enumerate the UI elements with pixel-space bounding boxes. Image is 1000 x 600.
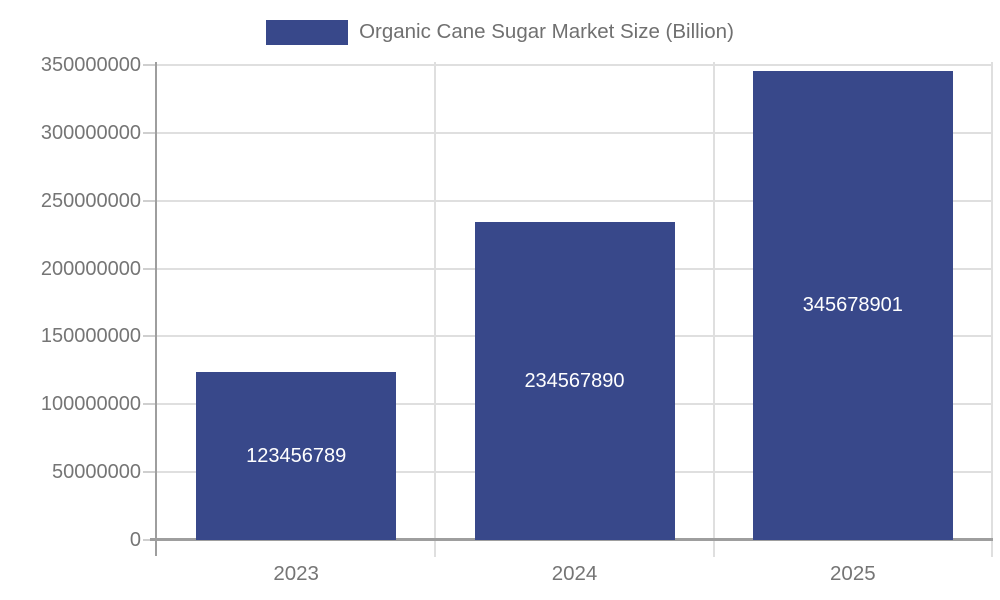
y-axis-line [155, 62, 157, 556]
y-tick-label: 350000000 [40, 54, 141, 76]
y-tick-label: 250000000 [40, 189, 141, 212]
x-gridline [712, 62, 715, 557]
bar-value-label: 123456789 [246, 445, 347, 468]
y-tick-label: 300000000 [40, 121, 141, 144]
chart-legend: Organic Cane Sugar Market Size (Billion) [0, 19, 1000, 45]
y-tick-label: 200000000 [40, 257, 141, 280]
x-tick-label: 2024 [551, 562, 598, 585]
x-gridline [434, 62, 437, 557]
bar: 234567890 [474, 221, 675, 540]
legend-swatch [266, 19, 349, 45]
bar-value-label: 345678901 [802, 294, 903, 317]
y-tick [143, 471, 157, 474]
y-tick [143, 335, 157, 338]
y-tick-label: 50000000 [52, 461, 141, 484]
y-gridline [157, 199, 992, 202]
y-tick [143, 64, 157, 66]
y-tick [143, 267, 157, 270]
y-gridline [157, 131, 992, 134]
x-gridline [991, 62, 993, 557]
y-tick [143, 199, 157, 202]
x-tick-label: 2025 [830, 562, 876, 585]
legend-title-label: Organic Cane Sugar Market Size (Billion) [359, 20, 734, 43]
y-tick-label: 0 [129, 529, 141, 551]
y-tick [143, 131, 157, 134]
bar: 123456789 [196, 372, 397, 540]
y-tick-label: 100000000 [40, 393, 141, 416]
bar: 345678901 [752, 70, 953, 540]
y-tick-label: 150000000 [40, 325, 141, 348]
x-tick-label: 2023 [273, 562, 319, 585]
y-tick [143, 403, 157, 406]
y-gridline [157, 64, 992, 66]
bar-value-label: 234567890 [524, 369, 625, 392]
